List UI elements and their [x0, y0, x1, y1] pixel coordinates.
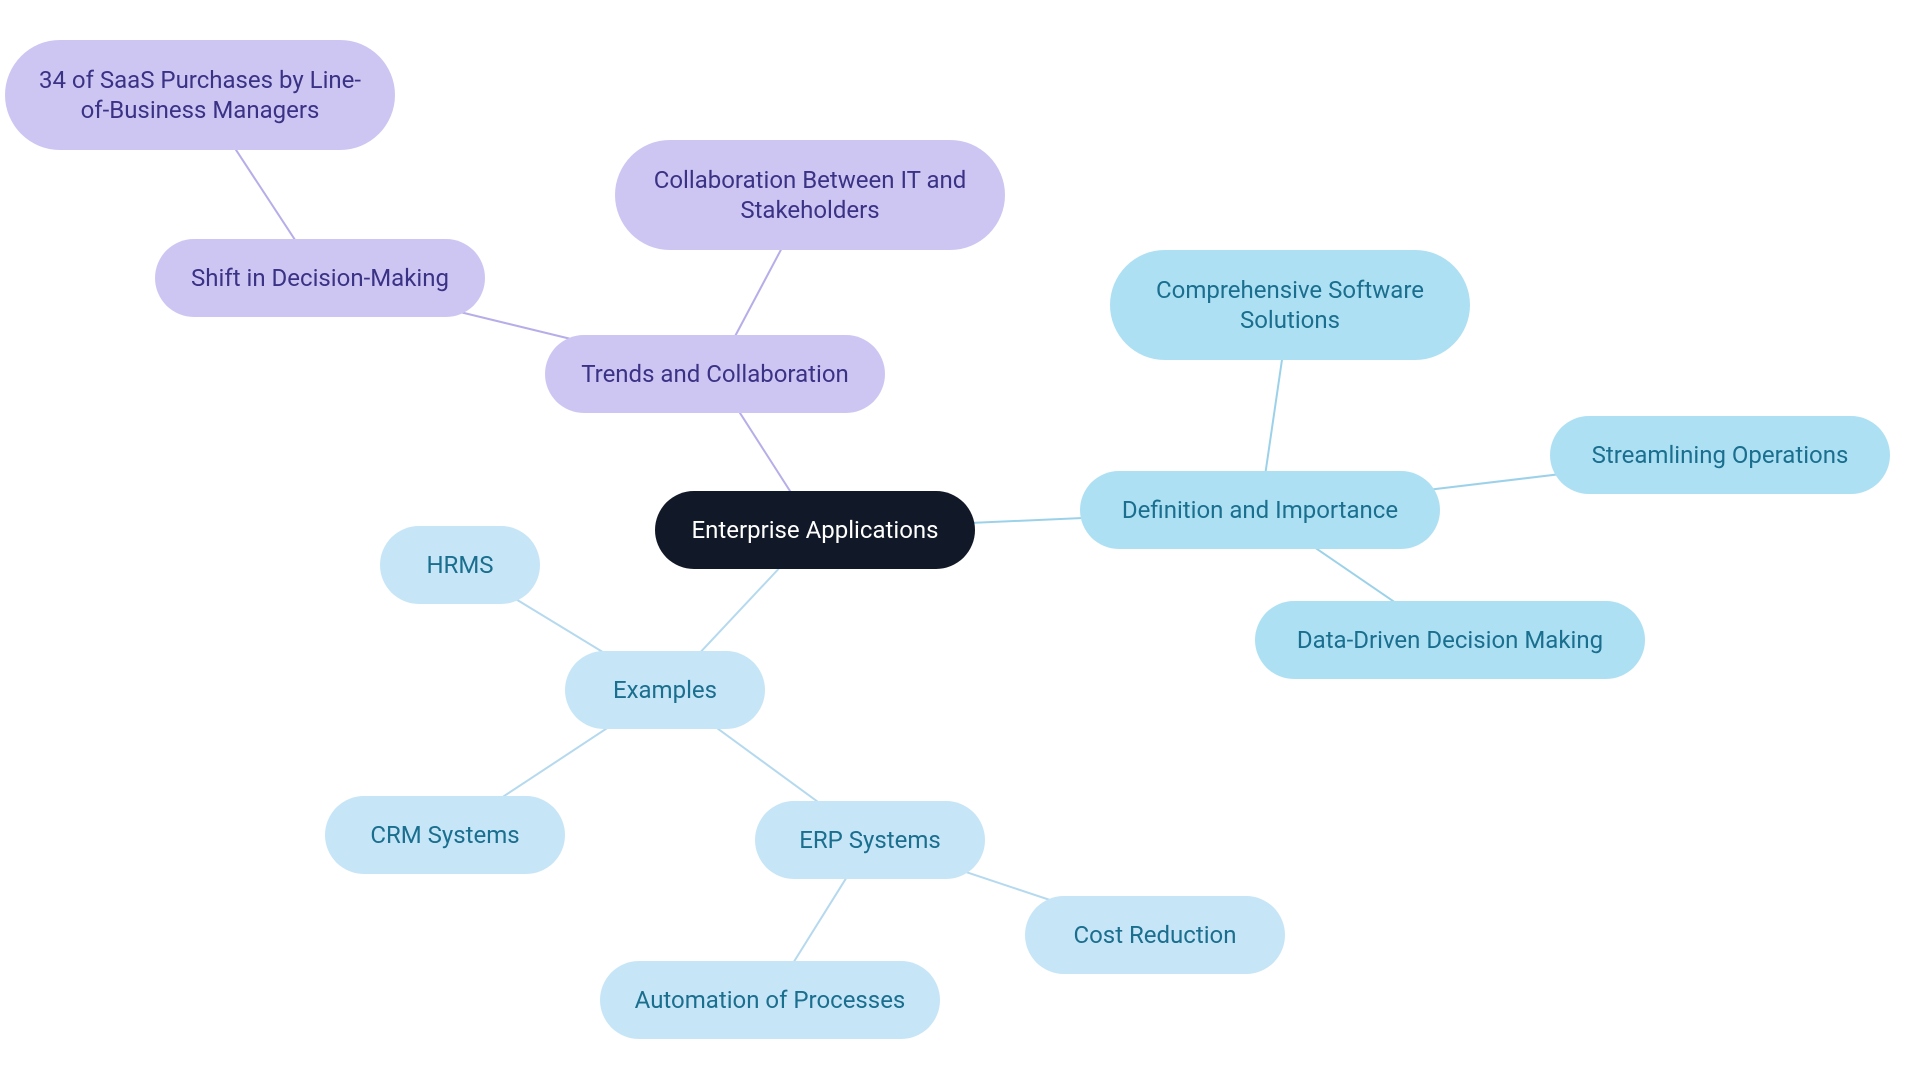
node-cost: Cost Reduction	[1025, 896, 1285, 974]
node-auto: Automation of Processes	[600, 961, 940, 1039]
node-hrms: HRMS	[380, 526, 540, 604]
node-ddm: Data-Driven Decision Making	[1255, 601, 1645, 679]
node-layer: Enterprise Applications Trends and Collab…	[0, 0, 1920, 1083]
node-crm: CRM Systems	[325, 796, 565, 874]
node-erp: ERP Systems	[755, 801, 985, 879]
node-examples: Examples	[565, 651, 765, 729]
node-compsw: Comprehensive Software Solutions	[1110, 250, 1470, 360]
node-root: Enterprise Applications	[655, 491, 975, 569]
node-collab: Collaboration Between IT and Stakeholder…	[615, 140, 1005, 250]
node-stream: Streamlining Operations	[1550, 416, 1890, 494]
node-shift: Shift in Decision-Making	[155, 239, 485, 317]
node-trends: Trends and Collaboration	[545, 335, 885, 413]
node-defimp: Definition and Importance	[1080, 471, 1440, 549]
node-saas: 34 of SaaS Purchases by Line-of-Business…	[5, 40, 395, 150]
